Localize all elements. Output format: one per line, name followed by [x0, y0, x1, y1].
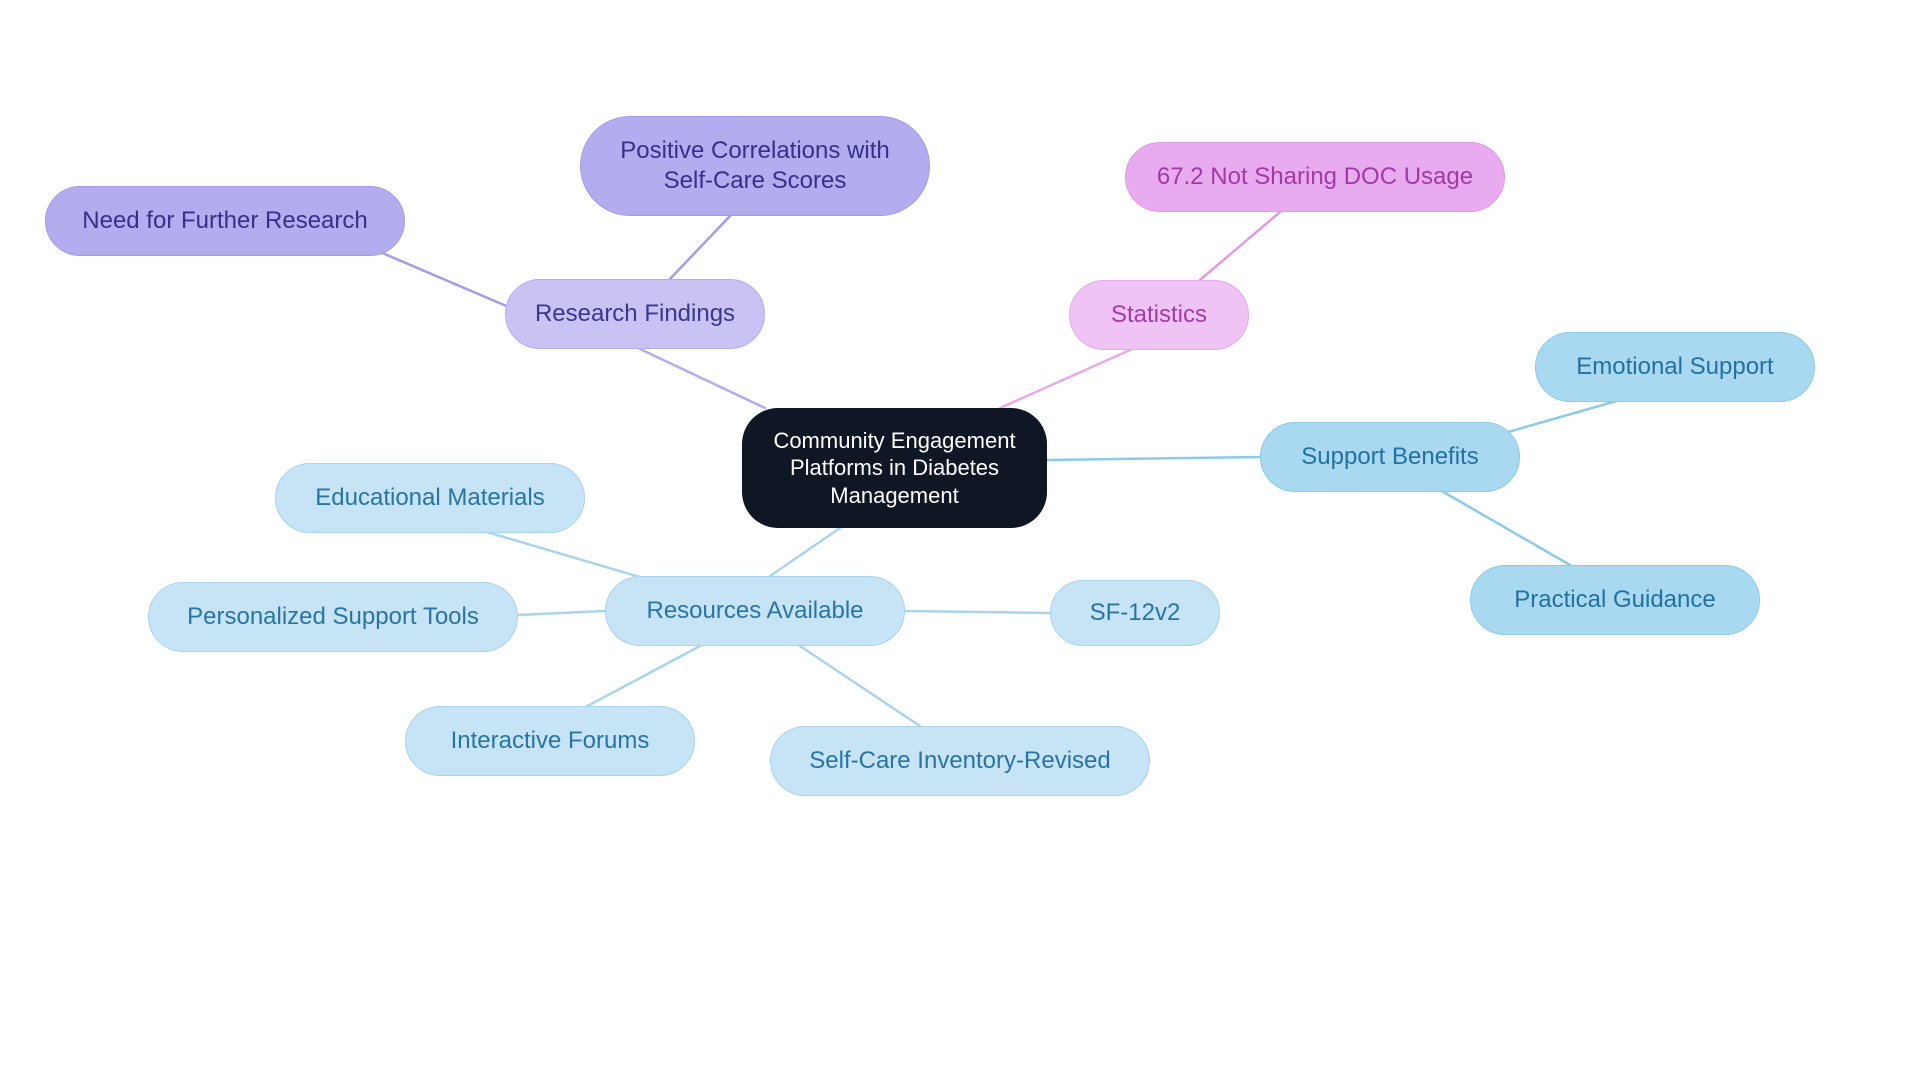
- node-label-practical: Practical Guidance: [1514, 585, 1715, 615]
- node-label-sf12: SF-12v2: [1090, 598, 1181, 628]
- node-label-positive-corr: Positive Correlations with Self-Care Sco…: [609, 136, 901, 196]
- node-emotional: Emotional Support: [1535, 332, 1815, 402]
- node-positive-corr: Positive Correlations with Self-Care Sco…: [580, 116, 930, 216]
- node-resources: Resources Available: [605, 576, 905, 646]
- node-label-resources: Resources Available: [646, 596, 863, 626]
- node-label-personalized: Personalized Support Tools: [187, 602, 479, 632]
- node-statistics: Statistics: [1069, 280, 1249, 350]
- node-center: Community Engagement Platforms in Diabet…: [742, 408, 1047, 528]
- node-label-center: Community Engagement Platforms in Diabet…: [770, 427, 1019, 510]
- node-practical: Practical Guidance: [1470, 565, 1760, 635]
- node-label-forums: Interactive Forums: [451, 726, 650, 756]
- mindmap-edges: [0, 0, 1920, 1083]
- node-selfcare: Self-Care Inventory-Revised: [770, 726, 1150, 796]
- node-support: Support Benefits: [1260, 422, 1520, 492]
- node-need-research: Need for Further Research: [45, 186, 405, 256]
- node-forums: Interactive Forums: [405, 706, 695, 776]
- node-not-sharing: 67.2 Not Sharing DOC Usage: [1125, 142, 1505, 212]
- node-educational: Educational Materials: [275, 463, 585, 533]
- node-label-not-sharing: 67.2 Not Sharing DOC Usage: [1157, 162, 1473, 192]
- node-research: Research Findings: [505, 279, 765, 349]
- node-label-need-research: Need for Further Research: [82, 206, 367, 236]
- node-personalized: Personalized Support Tools: [148, 582, 518, 652]
- node-label-statistics: Statistics: [1111, 300, 1207, 330]
- node-sf12: SF-12v2: [1050, 580, 1220, 646]
- node-label-emotional: Emotional Support: [1576, 352, 1773, 382]
- node-label-educational: Educational Materials: [315, 483, 544, 513]
- node-label-support: Support Benefits: [1301, 442, 1478, 472]
- node-label-selfcare: Self-Care Inventory-Revised: [809, 746, 1110, 776]
- node-label-research: Research Findings: [535, 299, 735, 329]
